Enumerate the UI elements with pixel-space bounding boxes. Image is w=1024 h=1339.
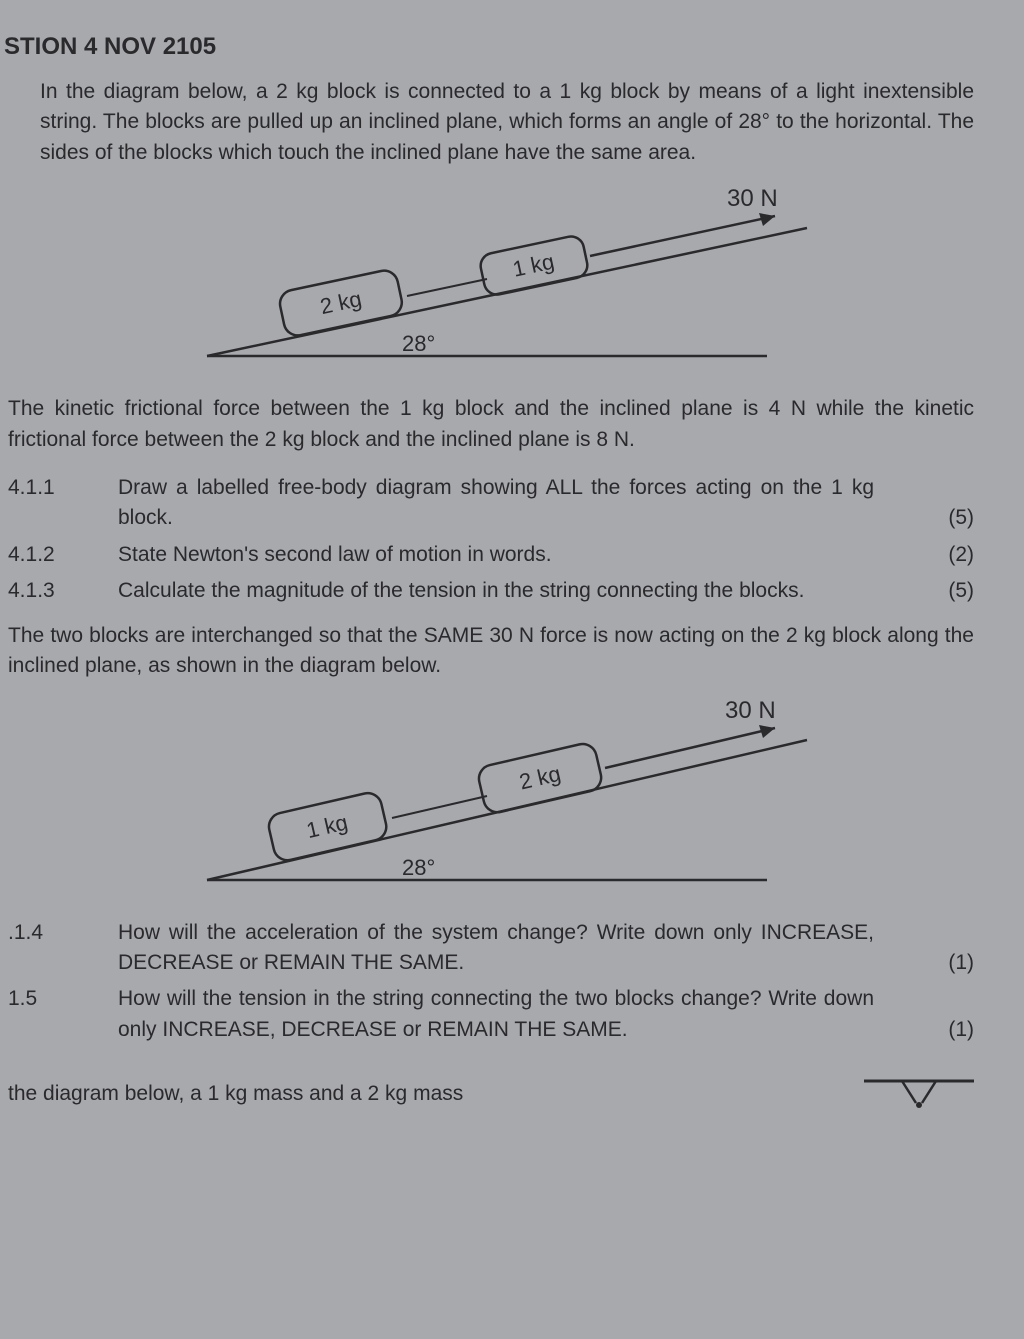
question-1-4: .1.4 How will the acceleration of the sy… bbox=[8, 918, 974, 979]
diagram-2: 28° 1 kg 2 kg 30 N bbox=[0, 700, 994, 900]
marks: (5) bbox=[924, 503, 974, 533]
marks: (2) bbox=[924, 540, 974, 570]
diagram-1: 28° 2 kg 1 kg 30 N bbox=[0, 186, 994, 376]
qnum: 1.5 bbox=[8, 984, 118, 1045]
marks: (1) bbox=[924, 948, 974, 978]
qnum: .1.4 bbox=[8, 918, 118, 979]
block-left-label-1: 2 kg bbox=[318, 286, 364, 319]
question-1-5: 1.5 How will the tension in the string c… bbox=[8, 984, 974, 1045]
block-right-label-1: 1 kg bbox=[510, 249, 556, 282]
marks: (1) bbox=[924, 1015, 974, 1045]
qnum: 4.1.1 bbox=[8, 473, 118, 534]
intro-paragraph: In the diagram below, a 2 kg block is co… bbox=[40, 77, 974, 168]
qnum: 4.1.2 bbox=[8, 540, 118, 570]
marks: (5) bbox=[924, 576, 974, 606]
interchange-paragraph: The two blocks are interchanged so that … bbox=[8, 621, 974, 682]
question-4-1-2: 4.1.2 State Newton's second law of motio… bbox=[8, 540, 974, 570]
footer-fragment: the diagram below, a 1 kg mass and a 2 k… bbox=[8, 1075, 974, 1109]
footer-text: the diagram below, a 1 kg mass and a 2 k… bbox=[8, 1079, 463, 1109]
qtext: How will the acceleration of the system … bbox=[118, 918, 924, 979]
question-4-1-1: 4.1.1 Draw a labelled free-body diagram … bbox=[8, 473, 974, 534]
force-label-2: 30 N bbox=[725, 700, 776, 724]
block-left-label-2: 1 kg bbox=[304, 809, 350, 843]
qtext: Draw a labelled free-body diagram showin… bbox=[118, 473, 924, 534]
qtext: State Newton's second law of motion in w… bbox=[118, 540, 924, 570]
angle-label-2: 28° bbox=[402, 855, 435, 880]
block-right-label-2: 2 kg bbox=[517, 760, 563, 794]
page-header: STION 4 NOV 2105 bbox=[4, 30, 994, 65]
friction-paragraph: The kinetic frictional force between the… bbox=[8, 394, 974, 455]
angle-label-1: 28° bbox=[402, 331, 435, 356]
qtext: How will the tension in the string conne… bbox=[118, 984, 924, 1045]
force-label-1: 30 N bbox=[727, 186, 778, 212]
qnum: 4.1.3 bbox=[8, 576, 118, 606]
qtext: Calculate the magnitude of the tension i… bbox=[118, 576, 924, 606]
pulley-icon bbox=[864, 1075, 974, 1109]
question-4-1-3: 4.1.3 Calculate the magnitude of the ten… bbox=[8, 576, 974, 606]
